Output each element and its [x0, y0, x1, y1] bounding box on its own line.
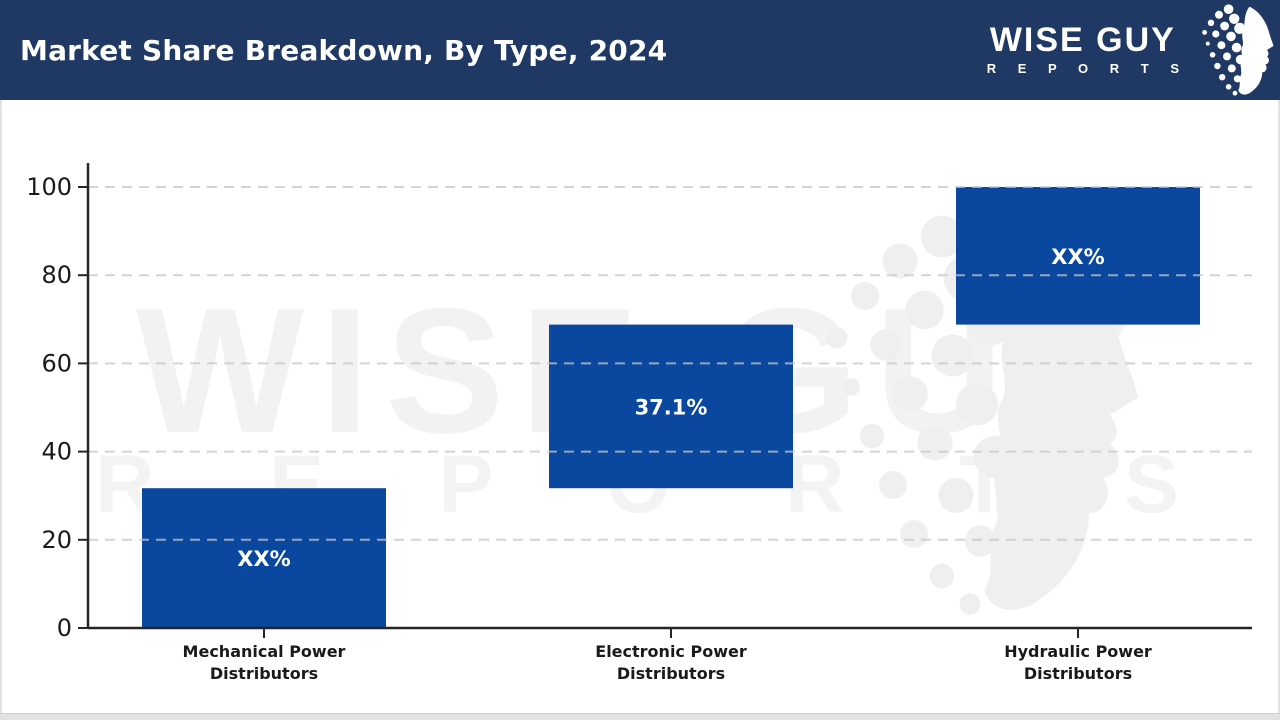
logo-subtitle: R E P O R T S [986, 61, 1188, 76]
y-axis-tick-label: 20 [41, 526, 72, 554]
x-axis-ticks [263, 628, 1079, 638]
wise-guy-logo: WISE GUY R E P O R T S [978, 2, 1278, 98]
bar-value-label: XX% [237, 547, 290, 571]
bar-value-labels: XX% 37.1% XX% [237, 245, 1104, 571]
wise-guy-face-icon [1202, 4, 1274, 96]
x-axis-category-label: Mechanical Power Distributors [183, 642, 346, 683]
logo-text: WISE GUY R E P O R T S [978, 22, 1188, 78]
x-axis-category-label: Hydraulic Power Distributors [1004, 642, 1152, 683]
bar-segment [956, 187, 1200, 325]
y-axis-ticks: 0 20 40 60 80 100 [26, 173, 88, 642]
x-axis-category-label: Electronic Power Distributors [595, 642, 747, 683]
y-axis-tick-label: 40 [41, 438, 72, 466]
bar-value-label: 37.1% [635, 395, 708, 419]
page-title: Market Share Breakdown, By Type, 2024 [20, 33, 668, 67]
bar-value-label: XX% [1051, 245, 1104, 269]
logo-wordmark: WISE GUY [989, 21, 1176, 59]
bar-segment [549, 324, 793, 489]
y-axis-tick-label: 60 [41, 349, 72, 377]
y-axis-tick-label: 80 [41, 261, 72, 289]
gridlines [88, 186, 1252, 541]
y-axis-tick-label: 0 [57, 614, 72, 642]
y-axis-tick-label: 100 [26, 173, 72, 201]
category-labels: Mechanical Power Distributors Electronic P… [183, 642, 1152, 683]
bar-segment [142, 488, 386, 628]
header-bar: Market Share Breakdown, By Type, 2024 WI… [0, 0, 1280, 100]
bottom-strip [0, 713, 1280, 720]
bars [142, 187, 1200, 628]
